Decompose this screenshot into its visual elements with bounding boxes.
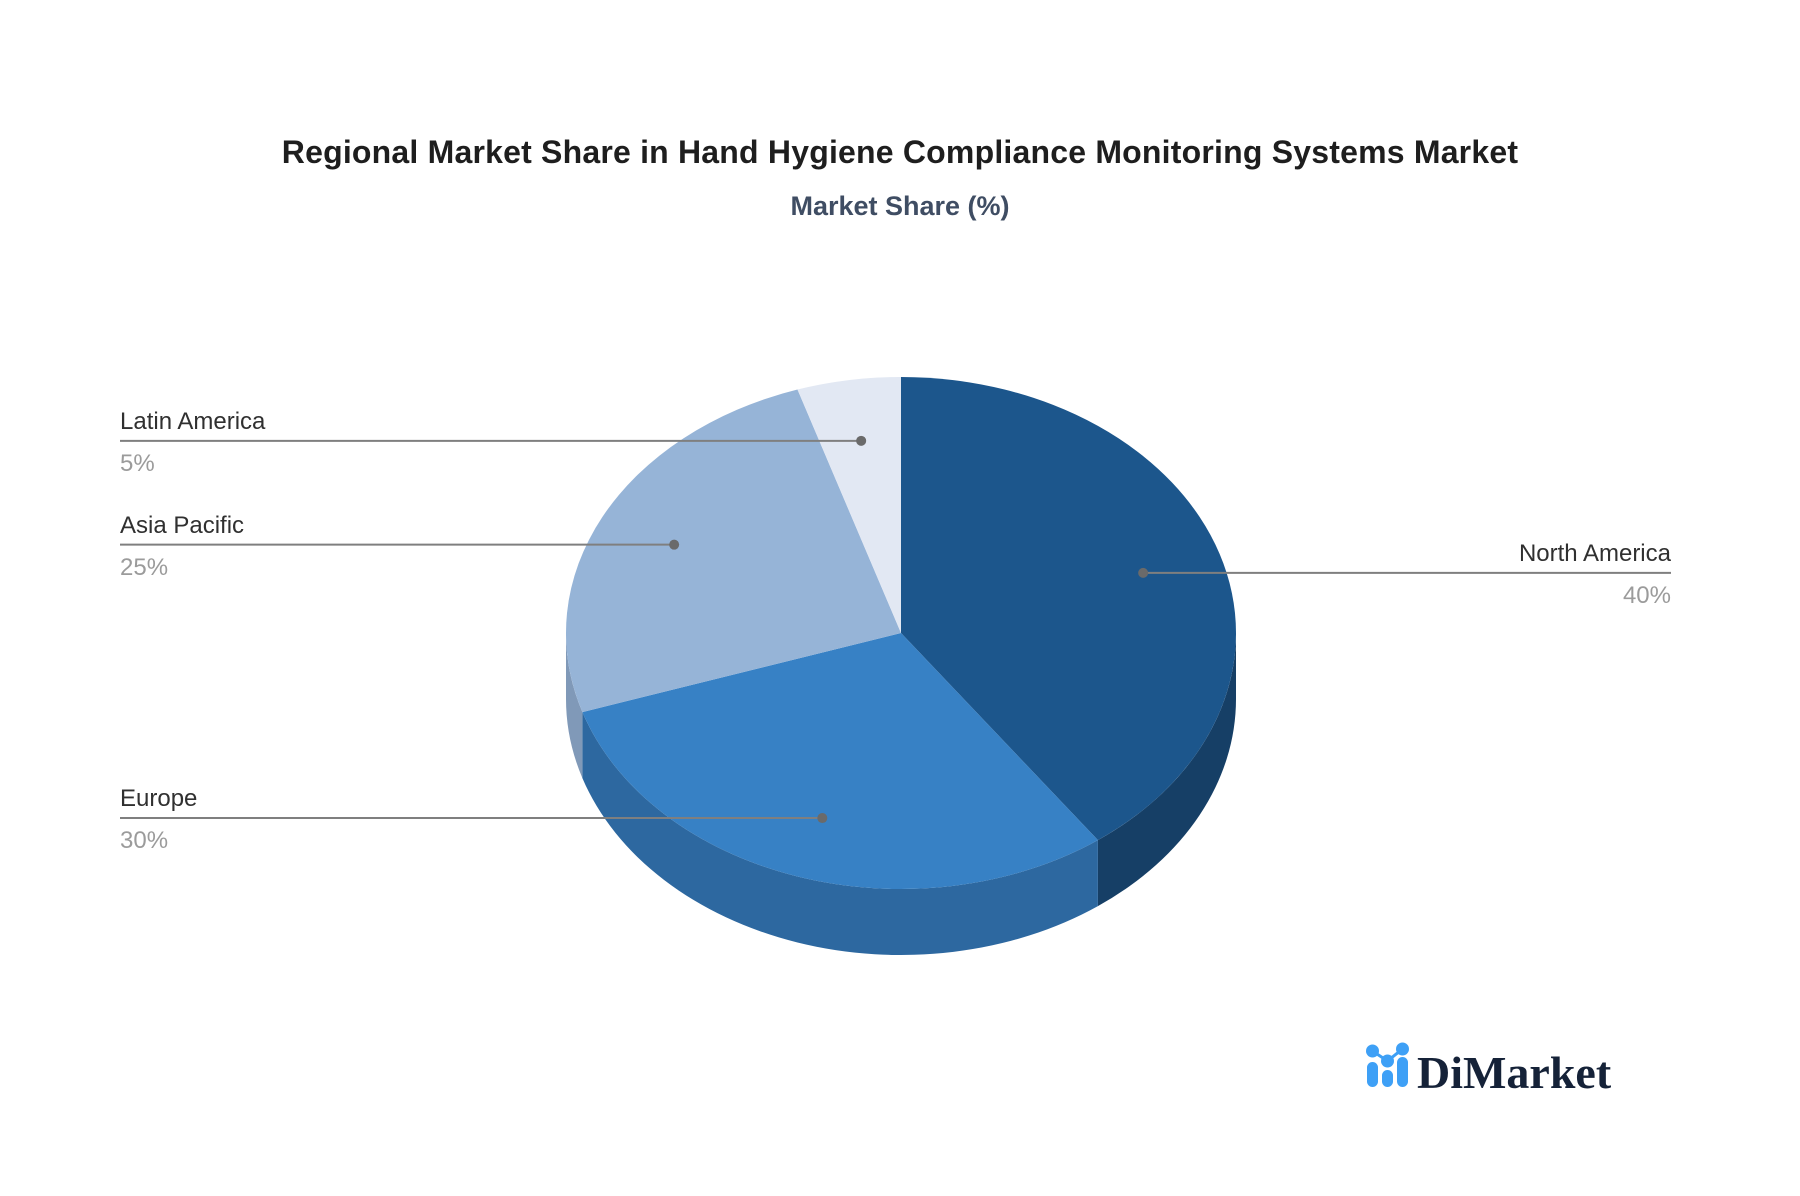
pie-label-name: Europe — [120, 785, 198, 812]
pie-slice-north-america[interactable] — [901, 377, 1236, 841]
pie-label-value: 40% — [1622, 582, 1671, 609]
pie-3d-walls — [566, 633, 1236, 956]
pie-slice-asia-pacific[interactable] — [566, 389, 901, 713]
pie-label-asia-pacific: Asia Pacific 25% — [120, 512, 244, 582]
chart-subtitle: Market Share (%) — [790, 191, 1010, 221]
pie-slice-europe[interactable] — [582, 633, 1098, 889]
pie-label-latin-america: Latin America 5% — [120, 408, 265, 478]
pie-slice-side-europe — [582, 712, 1098, 956]
pie-label-europe: Europe 30% — [120, 785, 197, 855]
callout-dot-latin-america — [856, 435, 867, 446]
pie-label-name: Latin America — [120, 408, 266, 435]
callout-dot-asia-pacific — [669, 539, 680, 550]
callout-dot-north-america — [1138, 567, 1149, 578]
pie-label-value: 30% — [120, 827, 169, 854]
dimarket-logo-icon — [1366, 1042, 1409, 1087]
chart-title: Regional Market Share in Hand Hygiene Co… — [281, 134, 1519, 170]
pie-label-north-america: North America 40% — [1519, 540, 1671, 610]
pie-label-value: 25% — [120, 554, 169, 581]
pie-label-value: 5% — [120, 450, 155, 477]
pie-slice-side-asia-pacific — [566, 633, 583, 779]
callout-dot-europe — [817, 813, 828, 824]
dimarket-logo-text: DiMarket — [1417, 1047, 1612, 1098]
pie-label-name: Asia Pacific — [120, 512, 245, 539]
pie-slice-side-north-america — [1097, 633, 1236, 907]
pie-label-name: North America — [1518, 540, 1671, 567]
pie-slices — [566, 377, 1236, 889]
pie-callout-lines — [120, 435, 1671, 824]
